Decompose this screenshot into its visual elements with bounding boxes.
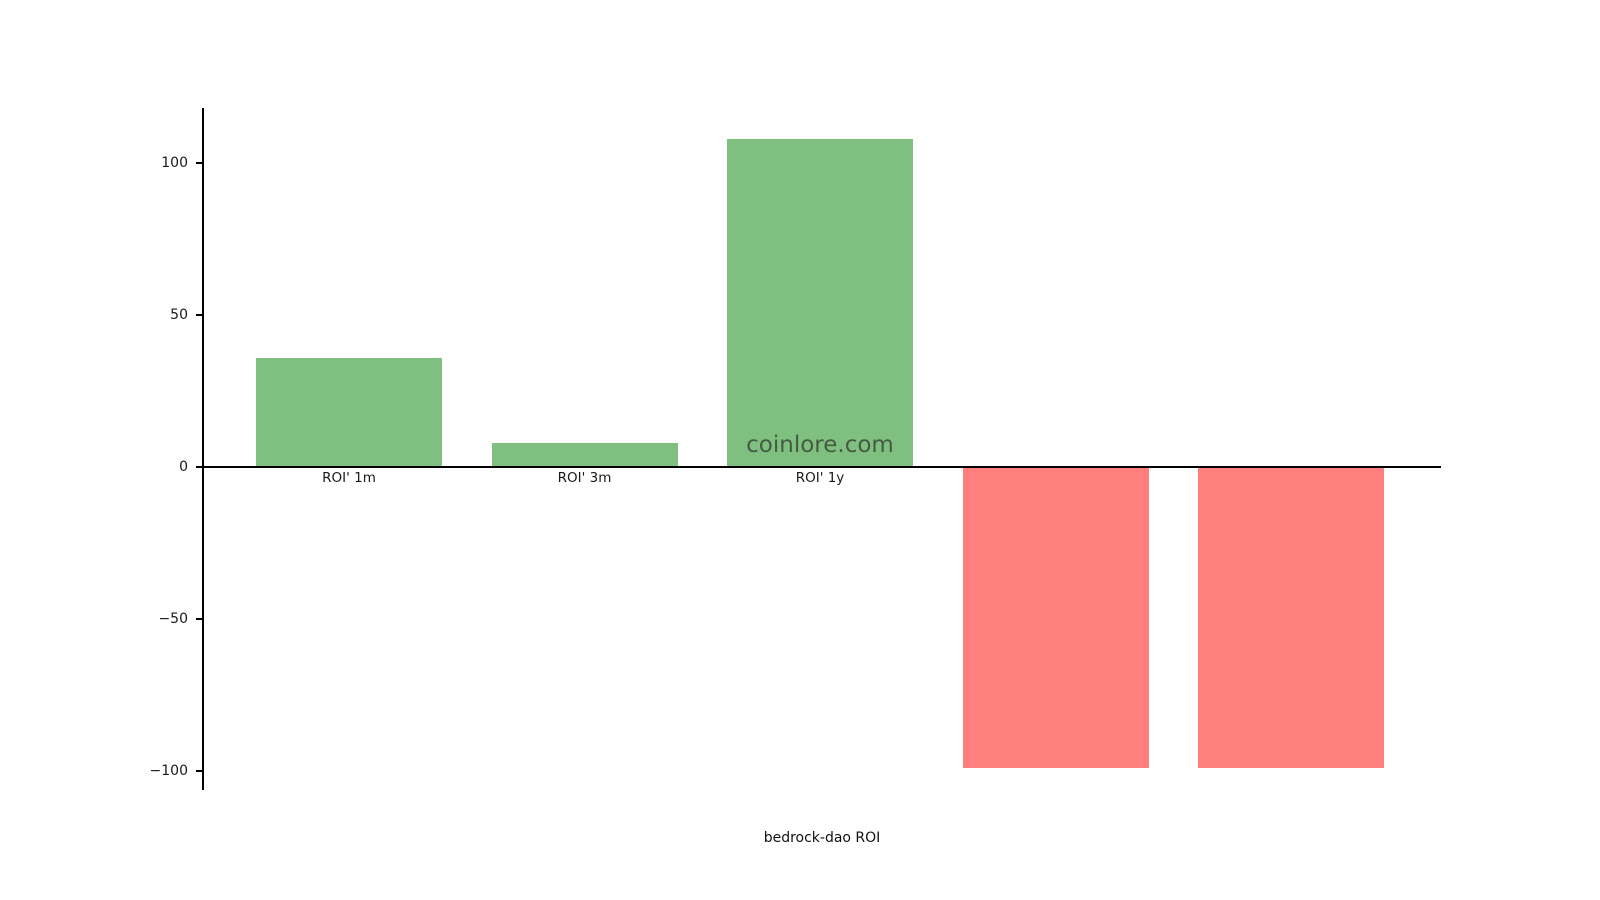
bar-roi-1m xyxy=(256,357,442,467)
y-tick xyxy=(196,314,202,316)
x-category-label: ROI' 3m xyxy=(557,470,612,486)
x-axis-zero-line xyxy=(202,466,1441,468)
y-tick-label: 0 xyxy=(179,459,188,475)
bar-unlabeled-4 xyxy=(1198,467,1384,768)
y-tick-label: 100 xyxy=(161,155,188,171)
chart-title: bedrock-dao ROI xyxy=(763,830,881,846)
x-category-label: ROI' 1y xyxy=(795,470,845,486)
x-category-label: ROI' 1m xyxy=(322,470,376,486)
bar-roi-3m xyxy=(491,442,678,467)
y-tick xyxy=(196,466,202,468)
watermark-text: coinlore.com xyxy=(746,432,894,458)
y-tick-label: −50 xyxy=(158,611,188,627)
y-tick xyxy=(196,162,202,164)
y-tick-label: 50 xyxy=(170,307,188,323)
y-tick xyxy=(196,770,202,772)
y-tick-label: −100 xyxy=(149,763,188,779)
y-tick xyxy=(196,618,202,620)
bar-unlabeled-3 xyxy=(962,467,1149,768)
y-axis-line xyxy=(202,108,204,790)
bar-roi-1y xyxy=(727,138,913,467)
